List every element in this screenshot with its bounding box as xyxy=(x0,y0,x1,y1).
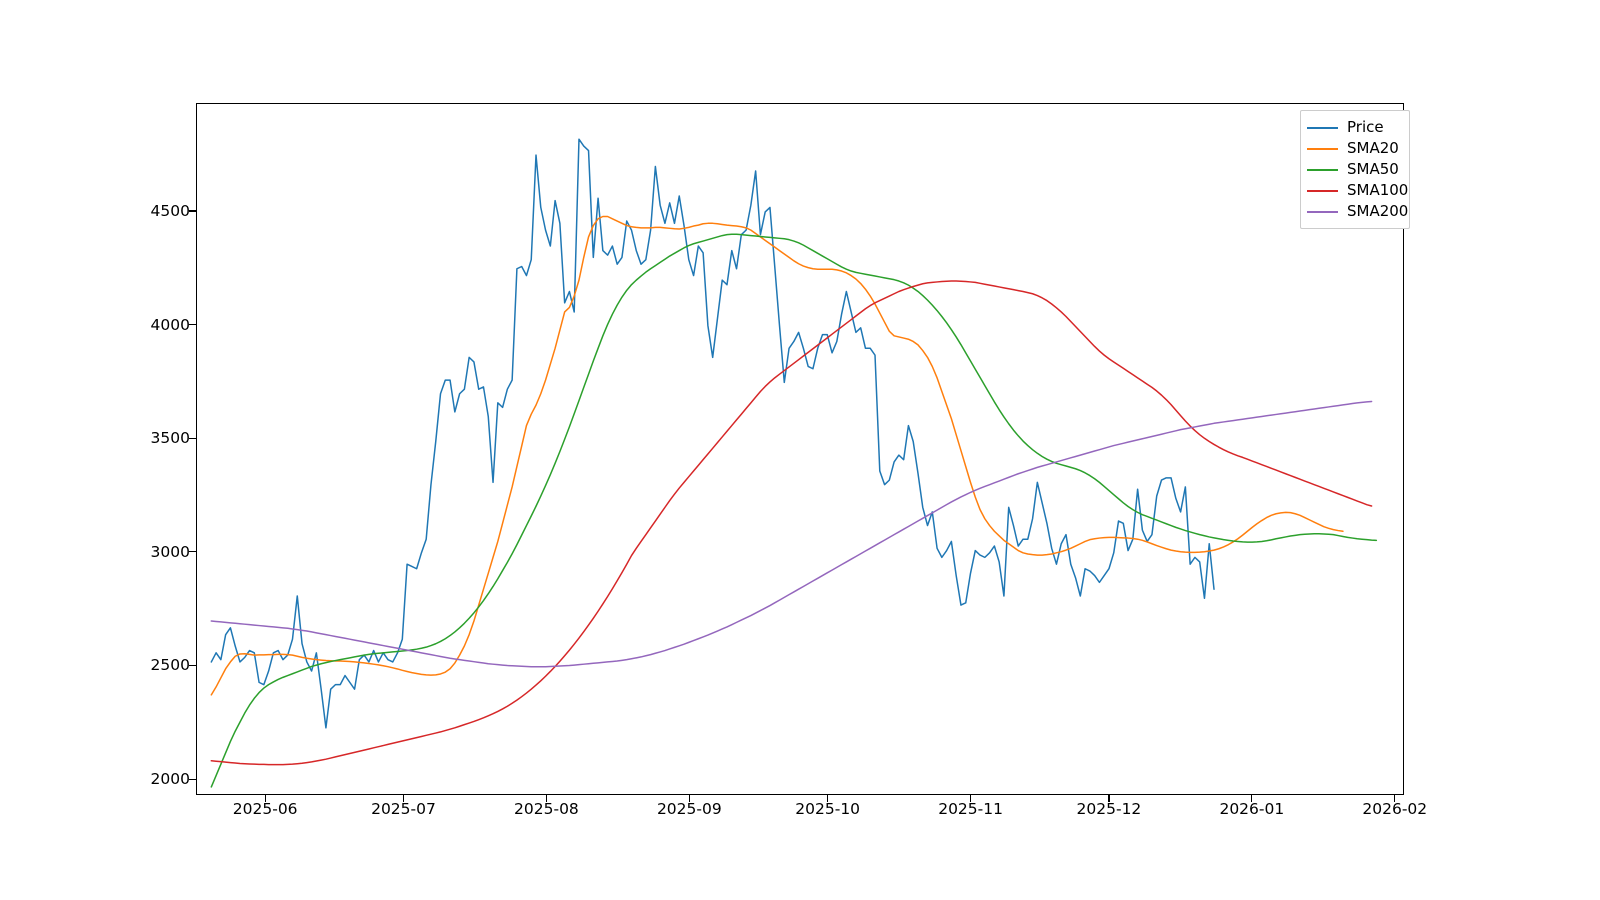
x-axis-tick-label: 2025-10 xyxy=(795,800,861,818)
legend-item-sma20[interactable]: SMA20 xyxy=(1307,138,1401,159)
series-line-sma200 xyxy=(210,400,1373,668)
legend-swatch-icon xyxy=(1307,189,1338,192)
x-axis-tick-label: 2026-01 xyxy=(1219,800,1285,818)
legend-swatch-icon xyxy=(1307,126,1338,129)
x-axis-tick-mark xyxy=(1394,795,1396,802)
x-axis-tick-label: 2025-09 xyxy=(656,800,722,818)
legend-swatch-icon xyxy=(1307,168,1338,171)
series-line-price xyxy=(210,138,1215,729)
y-axis-tick-label: 2500 xyxy=(150,656,190,675)
plot-area xyxy=(196,103,1404,795)
y-axis-tick-mark xyxy=(189,664,196,667)
y-axis-tick-label: 3000 xyxy=(150,542,190,561)
series-canvas xyxy=(210,138,1378,788)
legend-item-sma50[interactable]: SMA50 xyxy=(1307,159,1401,180)
x-axis-tick-label: 2025-06 xyxy=(232,800,298,818)
x-axis-tick-mark xyxy=(827,795,829,802)
x-axis-tick-mark xyxy=(264,795,266,802)
legend-item-label: SMA20 xyxy=(1347,139,1399,157)
y-axis-tick-label: 4000 xyxy=(150,315,190,334)
x-axis-tick-label: 2025-07 xyxy=(371,800,436,818)
x-axis-tick-label: 2025-08 xyxy=(514,800,579,818)
legend-item-price[interactable]: Price xyxy=(1307,117,1401,138)
y-axis-tick-mark xyxy=(189,778,196,780)
x-axis-tick-mark xyxy=(545,795,547,802)
series-line-sma100 xyxy=(210,280,1373,766)
x-axis-tick-label: 2025-11 xyxy=(938,800,1003,818)
y-axis-tick-label: 4500 xyxy=(150,201,190,220)
x-axis-tick-mark xyxy=(970,795,972,802)
x-axis-tick-mark xyxy=(1108,795,1110,802)
y-axis-tick-mark xyxy=(189,437,196,439)
series-line-sma20 xyxy=(210,215,1344,696)
legend-item-label: SMA100 xyxy=(1347,181,1409,199)
chart-legend: Price SMA20 SMA50 SMA100 SMA200 xyxy=(1300,110,1410,229)
y-axis-tick-label: 3500 xyxy=(150,429,190,448)
legend-item-label: SMA200 xyxy=(1347,202,1409,220)
series-line-sma50 xyxy=(210,233,1378,788)
x-axis-tick-mark xyxy=(402,795,405,802)
y-axis-tick-mark xyxy=(189,551,196,553)
legend-swatch-icon xyxy=(1307,210,1338,213)
x-axis-tick-mark xyxy=(1251,795,1253,802)
x-axis-tick-label: 2026-02 xyxy=(1362,800,1428,818)
legend-item-sma200[interactable]: SMA200 xyxy=(1307,201,1408,222)
x-axis-tick-mark xyxy=(688,795,690,802)
legend-item-label: SMA50 xyxy=(1347,160,1399,178)
x-axis-tick-label: 2025-12 xyxy=(1076,800,1142,818)
y-axis-tick-label: 2000 xyxy=(150,770,190,789)
legend-item-label: Price xyxy=(1347,118,1384,136)
legend-swatch-icon xyxy=(1307,147,1338,150)
y-axis-tick-mark xyxy=(189,324,196,326)
legend-item-sma100[interactable]: SMA100 xyxy=(1307,180,1408,201)
y-axis-tick-mark xyxy=(189,210,196,212)
